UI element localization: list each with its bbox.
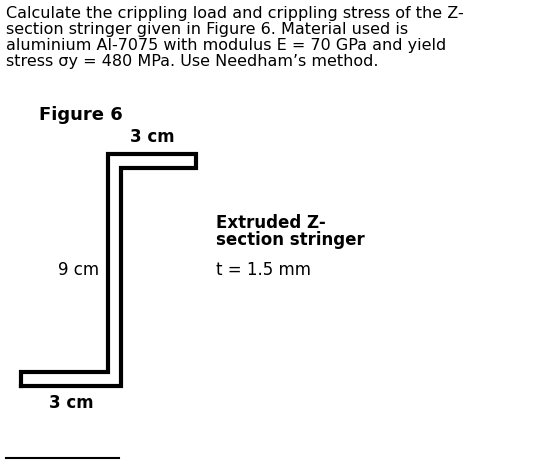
Text: 3 cm: 3 cm: [49, 394, 93, 412]
Text: section stringer given in Figure 6. Material used is: section stringer given in Figure 6. Mate…: [5, 22, 408, 37]
Polygon shape: [21, 154, 195, 386]
Text: t = 1.5 mm: t = 1.5 mm: [216, 261, 311, 279]
Text: stress σy = 480 MPa. Use Needham’s method.: stress σy = 480 MPa. Use Needham’s metho…: [5, 54, 378, 69]
Text: Extruded Z-: Extruded Z-: [216, 214, 326, 232]
Polygon shape: [21, 154, 195, 386]
Text: 3 cm: 3 cm: [130, 128, 174, 146]
Text: section stringer: section stringer: [216, 231, 364, 249]
Text: Figure 6: Figure 6: [38, 106, 123, 124]
Text: Calculate the crippling load and crippling stress of the Z-: Calculate the crippling load and crippli…: [5, 6, 463, 21]
Text: 9 cm: 9 cm: [58, 261, 99, 279]
Text: aluminium Al-7075 with modulus E = 70 GPa and yield: aluminium Al-7075 with modulus E = 70 GP…: [5, 38, 445, 53]
